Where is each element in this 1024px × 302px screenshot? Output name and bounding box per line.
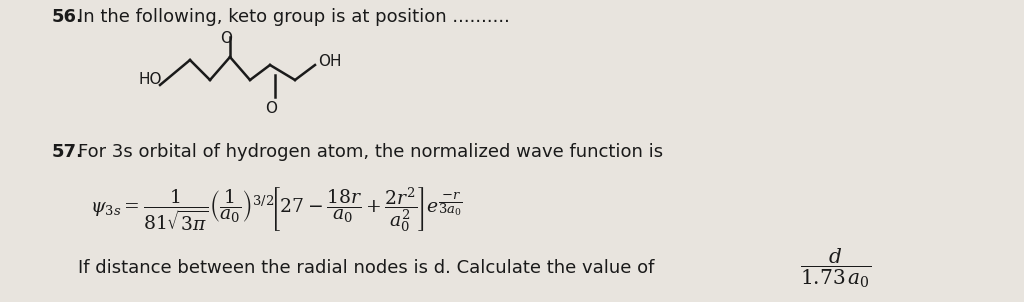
Text: 57.: 57. — [52, 143, 84, 161]
Text: O: O — [220, 31, 232, 46]
Text: In the following, keto group is at position ..........: In the following, keto group is at posit… — [78, 8, 510, 26]
Text: $\psi_{3s} = \dfrac{1}{81\sqrt{3\pi}}\left(\dfrac{1}{a_0}\right)^{3/2}\!\left[27: $\psi_{3s} = \dfrac{1}{81\sqrt{3\pi}}\le… — [90, 185, 463, 234]
Text: If distance between the radial nodes is d. Calculate the value of: If distance between the radial nodes is … — [78, 259, 654, 277]
Text: For 3s orbital of hydrogen atom, the normalized wave function is: For 3s orbital of hydrogen atom, the nor… — [78, 143, 664, 161]
Text: $\dfrac{d}{1.73\,a_0}$: $\dfrac{d}{1.73\,a_0}$ — [800, 246, 871, 290]
Text: 56.: 56. — [52, 8, 84, 26]
Text: O: O — [265, 101, 278, 116]
Text: HO: HO — [138, 72, 162, 88]
Text: OH: OH — [318, 53, 341, 69]
